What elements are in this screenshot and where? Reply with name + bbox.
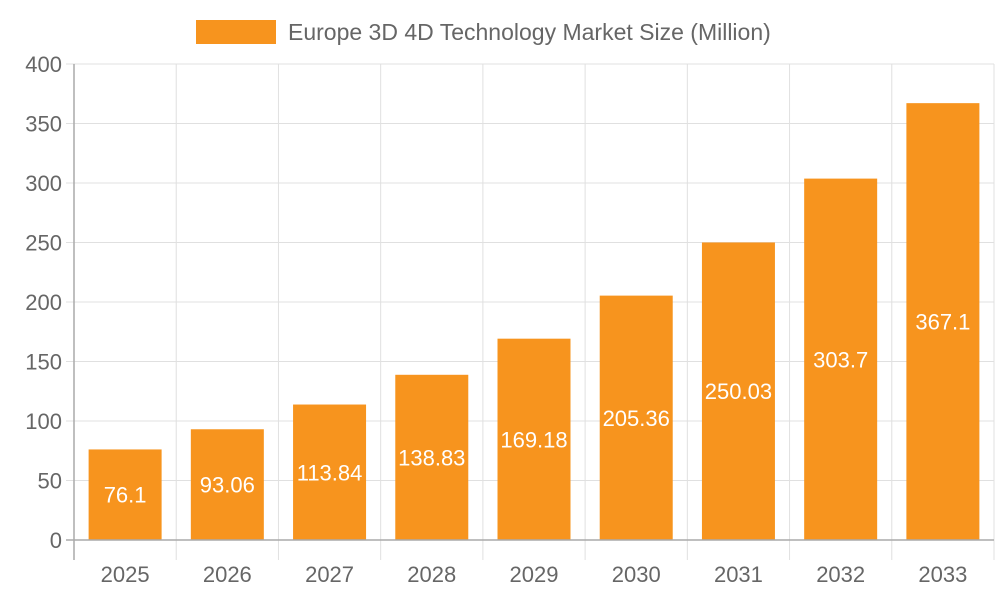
data-label: 250.03 bbox=[705, 379, 772, 404]
data-label: 138.83 bbox=[398, 445, 465, 470]
legend[interactable]: Europe 3D 4D Technology Market Size (Mil… bbox=[196, 19, 771, 45]
bar-2026 bbox=[190, 429, 264, 540]
bar-2028 bbox=[395, 374, 469, 540]
x-tick-label: 2026 bbox=[203, 562, 252, 587]
data-label: 169.18 bbox=[500, 427, 567, 452]
x-tick-label: 2031 bbox=[714, 562, 763, 587]
bar-2029 bbox=[497, 338, 571, 540]
x-tick-label: 2027 bbox=[305, 562, 354, 587]
bar-2032 bbox=[804, 178, 878, 541]
data-labels: 76.1 93.06 113.84 138.83 169.18 205.36 250.03 3… bbox=[104, 310, 971, 508]
y-tick-label: 250 bbox=[25, 231, 62, 256]
x-tick-label: 2025 bbox=[101, 562, 150, 587]
data-label: 93.06 bbox=[200, 473, 255, 498]
y-tick-label: 100 bbox=[25, 409, 62, 434]
x-tick-label: 2033 bbox=[918, 562, 967, 587]
legend-swatch bbox=[196, 20, 276, 44]
x-tick-label: 2028 bbox=[407, 562, 456, 587]
y-tick-label: 350 bbox=[25, 112, 62, 137]
y-tick-label: 50 bbox=[38, 469, 62, 494]
bar-2030 bbox=[599, 295, 673, 540]
bar-2031 bbox=[701, 242, 775, 540]
data-label: 303.7 bbox=[813, 347, 868, 372]
bar-2025 bbox=[88, 449, 162, 540]
y-tick-label: 200 bbox=[25, 290, 62, 315]
x-tick-label: 2029 bbox=[510, 562, 559, 587]
y-tick-label: 150 bbox=[25, 350, 62, 375]
y-tick-label: 400 bbox=[25, 52, 62, 77]
data-label: 76.1 bbox=[104, 483, 147, 508]
bar-2033 bbox=[906, 103, 980, 540]
bar-2027 bbox=[293, 404, 367, 540]
legend-label: Europe 3D 4D Technology Market Size (Mil… bbox=[288, 19, 771, 45]
bars bbox=[88, 103, 980, 541]
data-label: 205.36 bbox=[603, 406, 670, 431]
data-label: 367.1 bbox=[915, 310, 970, 335]
x-tick-label: 2030 bbox=[612, 562, 661, 587]
data-label: 113.84 bbox=[297, 460, 363, 485]
y-tick-label: 300 bbox=[25, 171, 62, 196]
x-axis-ticks: 2025 2026 2027 2028 2029 2030 2031 2032 2033 bbox=[101, 562, 968, 587]
y-tick-label: 0 bbox=[50, 528, 62, 553]
x-tick-label: 2032 bbox=[816, 562, 865, 587]
grid bbox=[66, 63, 995, 560]
y-axis-ticks: 0 50 100 150 200 250 300 350 400 bbox=[25, 52, 62, 553]
